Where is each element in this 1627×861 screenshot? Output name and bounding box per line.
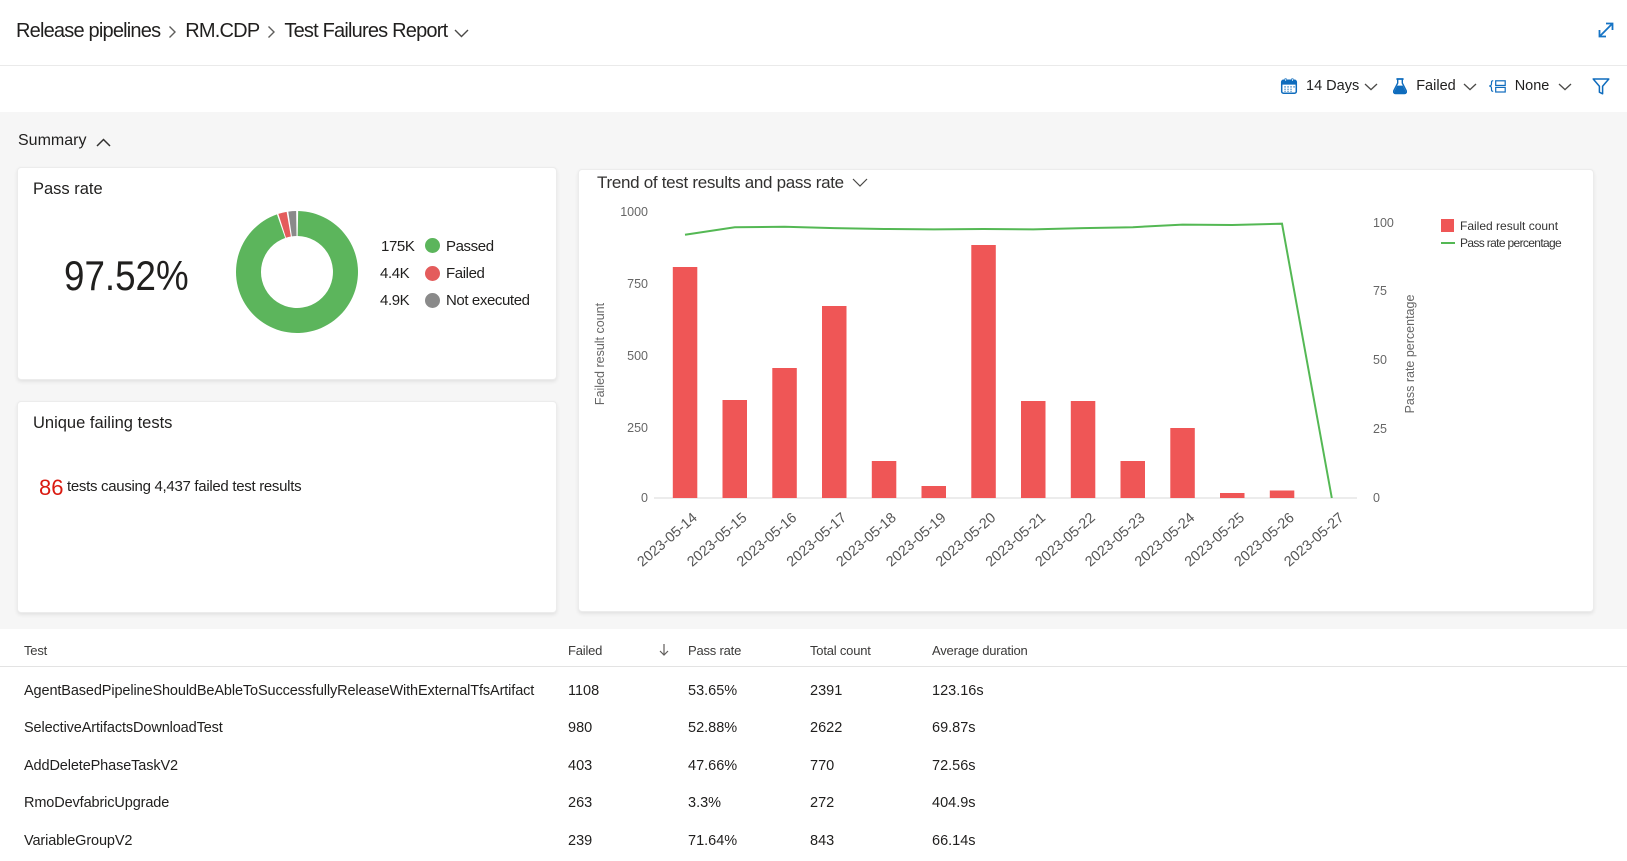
svg-text:500: 500 [627,349,648,363]
svg-text:Failed result count: Failed result count [593,302,607,405]
svg-text:25: 25 [1373,422,1387,436]
svg-text:0: 0 [641,491,648,505]
svg-text:750: 750 [627,277,648,291]
svg-text:Pass rate percentage: Pass rate percentage [1460,236,1562,250]
svg-text:0: 0 [1373,491,1380,505]
svg-text:100: 100 [1373,216,1394,230]
svg-text:1000: 1000 [620,205,648,219]
svg-text:75: 75 [1373,284,1387,298]
svg-text:Failed result count: Failed result count [1460,219,1559,233]
svg-text:Pass rate percentage: Pass rate percentage [1403,295,1417,414]
svg-text:50: 50 [1373,353,1387,367]
svg-text:250: 250 [627,421,648,435]
